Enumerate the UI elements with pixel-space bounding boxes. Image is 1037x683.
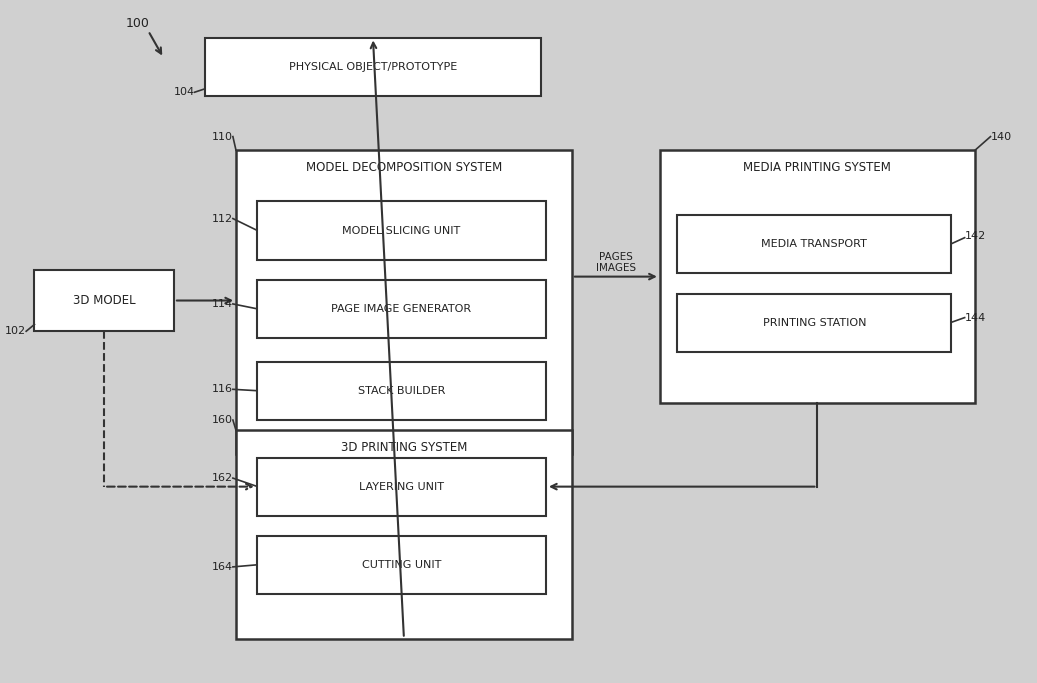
FancyBboxPatch shape: [677, 294, 951, 352]
FancyBboxPatch shape: [34, 270, 174, 331]
Text: MEDIA TRANSPORT: MEDIA TRANSPORT: [761, 239, 867, 249]
FancyBboxPatch shape: [257, 201, 546, 260]
FancyBboxPatch shape: [205, 38, 541, 96]
FancyBboxPatch shape: [236, 150, 571, 454]
FancyBboxPatch shape: [257, 362, 546, 420]
Text: 3D MODEL: 3D MODEL: [73, 294, 136, 307]
Text: 140: 140: [990, 132, 1012, 141]
Text: 162: 162: [212, 473, 233, 483]
Text: 112: 112: [212, 214, 233, 223]
FancyBboxPatch shape: [257, 536, 546, 594]
FancyBboxPatch shape: [660, 150, 975, 403]
Text: MEDIA PRINTING SYSTEM: MEDIA PRINTING SYSTEM: [744, 161, 892, 174]
FancyBboxPatch shape: [257, 280, 546, 338]
Text: 102: 102: [5, 326, 26, 336]
Text: PAGE IMAGE GENERATOR: PAGE IMAGE GENERATOR: [331, 304, 472, 314]
Text: 164: 164: [212, 562, 233, 572]
Text: 160: 160: [212, 415, 233, 425]
Text: PAGES
IMAGES: PAGES IMAGES: [596, 251, 636, 273]
Text: 3D PRINTING SYSTEM: 3D PRINTING SYSTEM: [341, 441, 467, 454]
Text: MODEL SLICING UNIT: MODEL SLICING UNIT: [342, 225, 460, 236]
Text: MODEL DECOMPOSITION SYSTEM: MODEL DECOMPOSITION SYSTEM: [306, 161, 502, 174]
Text: 144: 144: [964, 313, 986, 322]
Text: 110: 110: [212, 132, 233, 141]
FancyBboxPatch shape: [236, 430, 571, 639]
FancyBboxPatch shape: [677, 215, 951, 273]
Text: PHYSICAL OBJECT/PROTOTYPE: PHYSICAL OBJECT/PROTOTYPE: [289, 61, 457, 72]
Text: 142: 142: [964, 231, 986, 240]
Text: LAYERING UNIT: LAYERING UNIT: [359, 482, 444, 492]
Text: 114: 114: [212, 299, 233, 309]
Text: PRINTING STATION: PRINTING STATION: [762, 318, 866, 328]
Text: 100: 100: [125, 17, 149, 31]
Text: 104: 104: [173, 87, 195, 97]
Text: 116: 116: [212, 385, 233, 394]
Text: CUTTING UNIT: CUTTING UNIT: [362, 560, 441, 570]
FancyBboxPatch shape: [257, 458, 546, 516]
Text: STACK BUILDER: STACK BUILDER: [358, 386, 445, 396]
